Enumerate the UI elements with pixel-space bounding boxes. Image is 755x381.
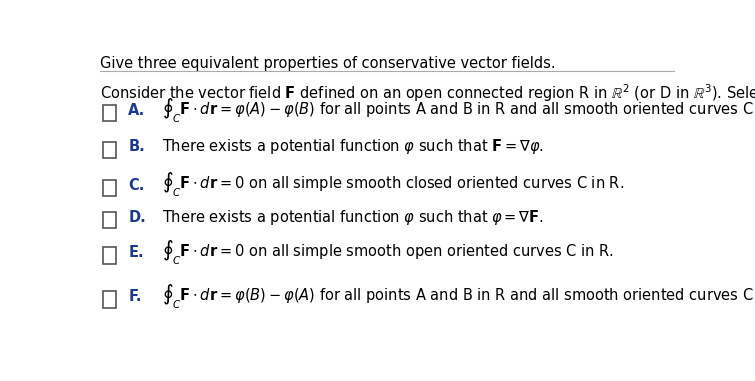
Text: C.: C. <box>128 178 145 192</box>
Text: $\oint_C \mathbf{F} \cdot d\mathbf{r} = \varphi(B) - \varphi(A)$ for all points : $\oint_C \mathbf{F} \cdot d\mathbf{r} = … <box>162 282 755 311</box>
Bar <box>103 291 116 307</box>
Text: There exists a potential function $\varphi$ such that $\mathbf{F} = \nabla\varph: There exists a potential function $\varp… <box>162 138 544 157</box>
Bar <box>103 142 116 158</box>
Text: Consider the vector field $\mathbf{F}$ defined on an open connected region R in : Consider the vector field $\mathbf{F}$ d… <box>100 82 755 104</box>
Text: D.: D. <box>128 210 146 225</box>
Text: B.: B. <box>128 139 145 154</box>
Bar <box>103 247 116 264</box>
Bar <box>103 212 116 228</box>
Text: A.: A. <box>128 103 146 118</box>
Text: $\oint_C \mathbf{F} \cdot d\mathbf{r} = 0$ on all simple smooth closed oriented : $\oint_C \mathbf{F} \cdot d\mathbf{r} = … <box>162 171 624 199</box>
Text: $\oint_C \mathbf{F} \cdot d\mathbf{r} = 0$ on all simple smooth open oriented cu: $\oint_C \mathbf{F} \cdot d\mathbf{r} = … <box>162 238 614 267</box>
Text: F.: F. <box>128 289 142 304</box>
Text: There exists a potential function $\varphi$ such that $\varphi = \nabla\mathbf{F: There exists a potential function $\varp… <box>162 208 544 227</box>
Bar <box>103 105 116 121</box>
Text: Give three equivalent properties of conservative vector fields.: Give three equivalent properties of cons… <box>100 56 556 71</box>
Text: $\oint_C \mathbf{F} \cdot d\mathbf{r} = \varphi(A) - \varphi(B)$ for all points : $\oint_C \mathbf{F} \cdot d\mathbf{r} = … <box>162 96 755 125</box>
Text: E.: E. <box>128 245 144 260</box>
Bar <box>103 180 116 196</box>
